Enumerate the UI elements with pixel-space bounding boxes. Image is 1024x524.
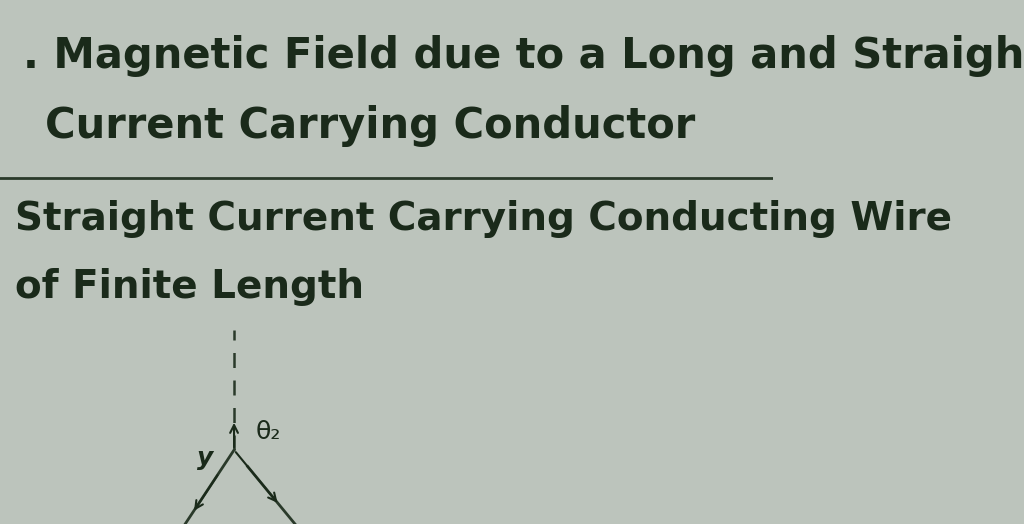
Text: . Magnetic Field due to a Long and Straight: . Magnetic Field due to a Long and Strai… [23,35,1024,77]
Text: of Finite Length: of Finite Length [15,268,365,306]
Text: θ₂: θ₂ [255,420,281,444]
Text: y: y [197,446,213,470]
Text: Current Carrying Conductor: Current Carrying Conductor [45,105,695,147]
Text: Straight Current Carrying Conducting Wire: Straight Current Carrying Conducting Wir… [15,200,952,238]
